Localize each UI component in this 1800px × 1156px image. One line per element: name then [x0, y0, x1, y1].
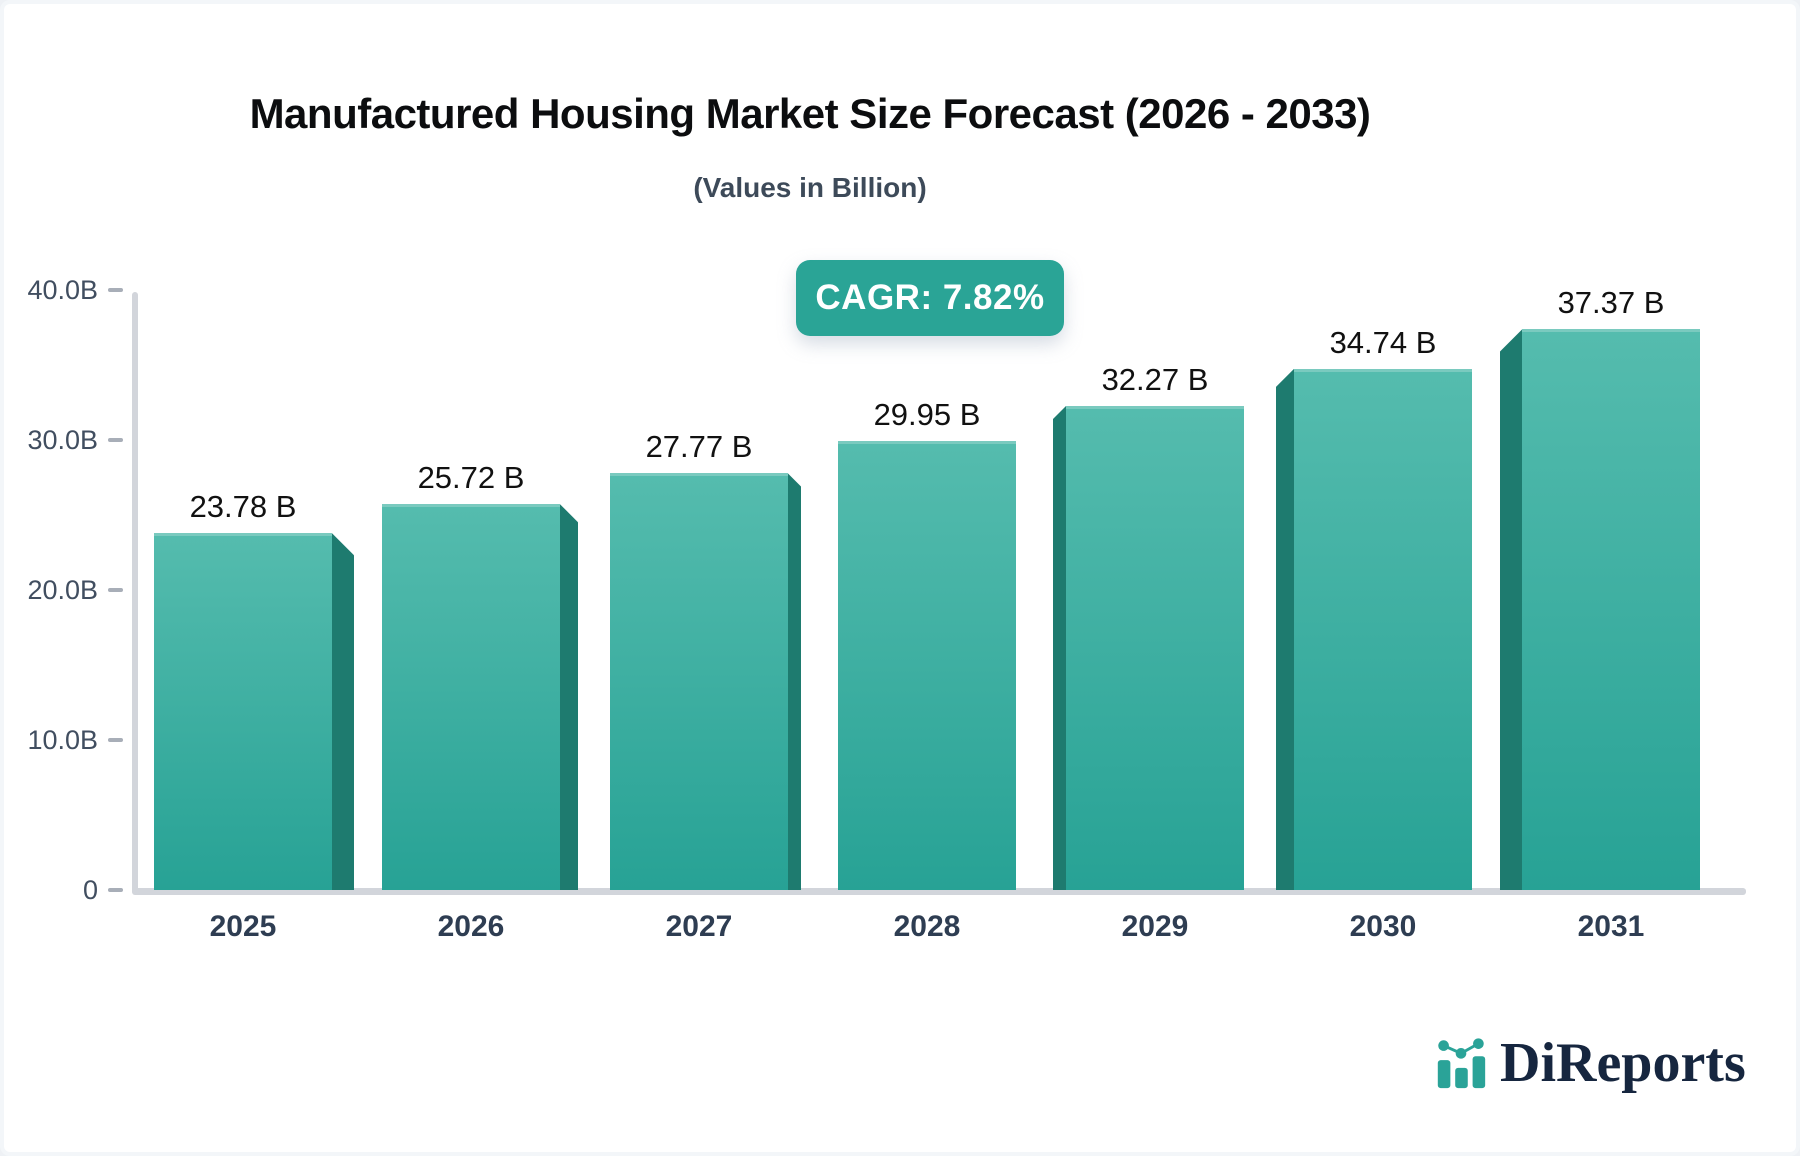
y-tick-mark [108, 738, 123, 742]
cagr-badge-label: CAGR: 7.82% [815, 278, 1045, 317]
y-tick-label: 0 [82, 875, 98, 905]
x-axis-label-2027: 2027 [665, 910, 733, 943]
bar-value-label: 25.72 B [417, 460, 525, 496]
y-tick-mark [108, 288, 123, 292]
chart-subtitle: (Values in Billion) [693, 172, 927, 203]
bar-value-label: 23.78 B [189, 489, 297, 525]
y-tick-label: 10.0B [27, 725, 98, 755]
x-axis-label-2025: 2025 [209, 910, 277, 943]
bar-2027[interactable] [610, 473, 788, 890]
x-axis-label-2029: 2029 [1121, 910, 1189, 943]
bar-value-label: 37.37 B [1557, 285, 1665, 321]
x-axis-label-2026: 2026 [437, 910, 505, 943]
x-axis-label-2028: 2028 [893, 910, 961, 943]
bar-side-face [1500, 329, 1522, 890]
y-tick-label: 20.0B [27, 575, 98, 605]
bar-side-face [332, 533, 354, 890]
chart-title: Manufactured Housing Market Size Forecas… [249, 90, 1371, 137]
x-axis-label-2030: 2030 [1349, 910, 1417, 943]
direports-logo: DiReports [1432, 1032, 1746, 1094]
bar-side-face [560, 504, 578, 890]
bar-value-label: 34.74 B [1329, 324, 1437, 360]
bar-2030[interactable] [1294, 368, 1472, 890]
y-tick-label: 30.0B [27, 425, 98, 455]
bar-value-label: 27.77 B [645, 429, 753, 465]
bar-side-face [788, 473, 801, 890]
logo-text: DiReports [1500, 1032, 1746, 1094]
bar-value-label: 32.27 B [1101, 361, 1209, 397]
bar-2026[interactable] [382, 504, 560, 890]
bar-2028[interactable] [838, 440, 1016, 890]
bar-chart-trend-icon [1437, 1038, 1486, 1089]
x-axis-line [132, 888, 1746, 895]
bar-2025[interactable] [154, 533, 332, 890]
bar-2029[interactable] [1066, 405, 1244, 890]
plot-area: 40.0B 30.0B 20.0B 10.0B 0 23.78 B 2025 25.72 B 2… [4, 4, 1796, 1152]
bar-2031[interactable] [1522, 329, 1700, 890]
cagr-badge: CAGR: 7.82% [796, 260, 1064, 336]
y-tick-mark [108, 588, 123, 592]
bar-side-face [1276, 368, 1294, 890]
y-axis-line [132, 292, 138, 894]
y-tick-label: 40.0B [27, 275, 98, 305]
bar-value-label: 29.95 B [873, 396, 981, 432]
y-tick-mark [108, 888, 123, 892]
x-axis-label-2031: 2031 [1577, 910, 1645, 943]
y-tick-mark [108, 438, 123, 442]
bar-side-face [1053, 405, 1066, 890]
